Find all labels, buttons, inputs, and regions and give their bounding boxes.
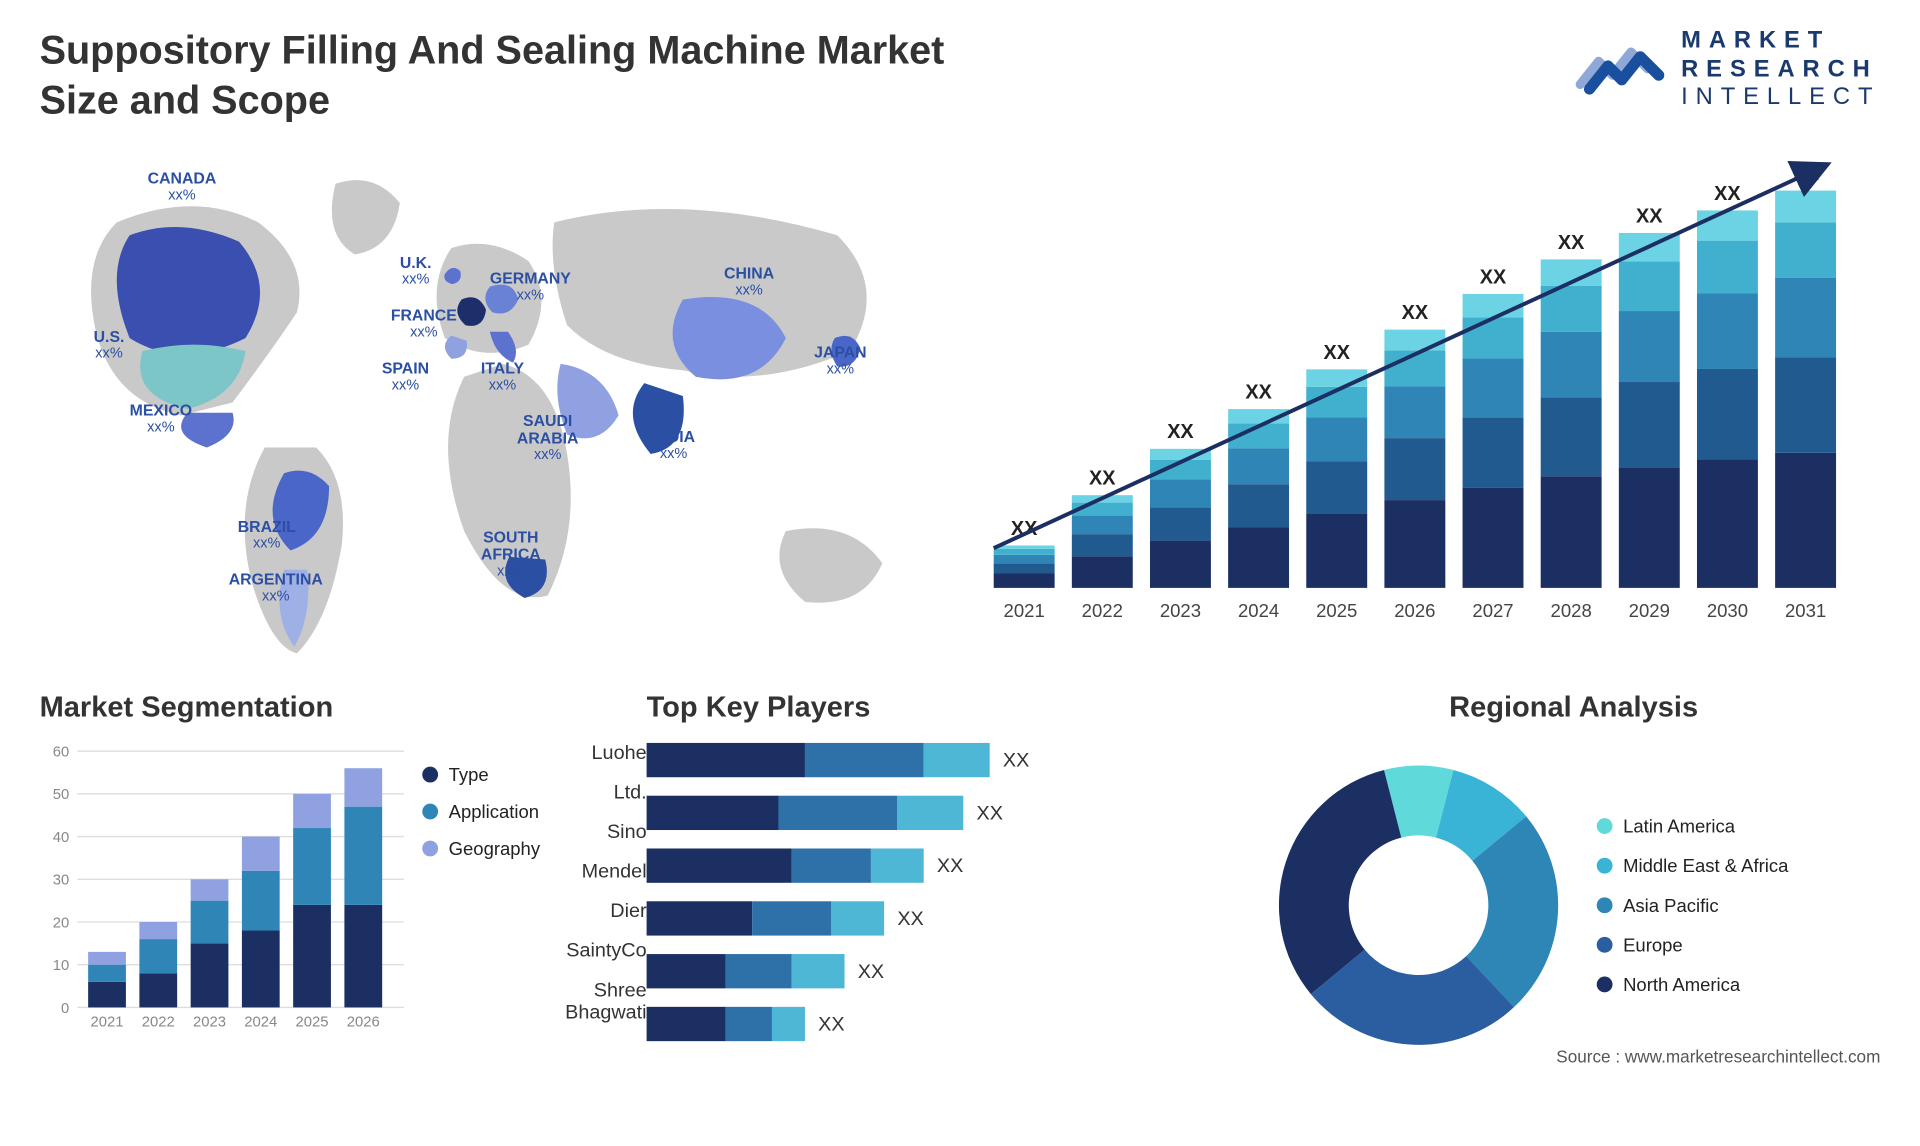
company-name: SaintyCo [515, 940, 647, 962]
svg-text:2022: 2022 [1081, 600, 1122, 621]
logo-text: MARKET RESEARCH INTELLECT [1681, 26, 1880, 111]
company-name: Shree Bhagwati [515, 980, 647, 1025]
legend-item: Latin America [1597, 816, 1789, 837]
key-players-title: Top Key Players [647, 690, 1228, 724]
regional-donut-chart [1267, 753, 1571, 1057]
legend-item: Middle East & Africa [1597, 855, 1789, 876]
svg-text:2028: 2028 [1550, 600, 1591, 621]
svg-text:2024: 2024 [244, 1014, 277, 1030]
company-name: Sino [515, 821, 647, 843]
svg-text:XX: XX [1557, 232, 1584, 254]
player-bar-row: XX [647, 896, 1228, 941]
regional-legend: Latin America Middle East & Africa Asia Pa… [1597, 816, 1789, 995]
svg-text:2021: 2021 [91, 1014, 124, 1030]
player-bar-row: XX [647, 1002, 1228, 1047]
legend-item: Asia Pacific [1597, 895, 1789, 916]
legend-item: Europe [1597, 934, 1789, 955]
player-bar-row: XX [647, 949, 1228, 994]
svg-text:2025: 2025 [296, 1014, 329, 1030]
key-players-bar-chart: XX XX XX XX XX XX [647, 738, 1228, 1073]
company-name: Ltd. [515, 781, 647, 803]
svg-text:2022: 2022 [142, 1014, 175, 1030]
segmentation-bar-chart: 0 10 20 30 40 50 60 2021 2022 2023 2024 2025 2026 [40, 738, 404, 1073]
logo-mark-icon [1576, 33, 1668, 106]
world-map: CANADAxx%U.S.xx%MEXICOxx%BRAZILxx%ARGENT… [40, 139, 941, 667]
svg-text:XX: XX [1245, 382, 1272, 404]
svg-text:XX: XX [1088, 468, 1115, 490]
regional-title: Regional Analysis [1267, 690, 1881, 724]
source-attribution: Source : www.marketresearchintellect.com [1556, 1046, 1880, 1066]
svg-text:XX: XX [1323, 342, 1350, 364]
key-players-panel: LuoheLtd.SinoMendelDierSaintyCoShree Bha… [647, 690, 1228, 1073]
svg-text:2030: 2030 [1706, 600, 1747, 621]
svg-text:2025: 2025 [1315, 600, 1356, 621]
svg-text:2027: 2027 [1472, 600, 1513, 621]
svg-text:2024: 2024 [1237, 600, 1278, 621]
company-name: Mendel [515, 860, 647, 882]
page-title: Suppository Filling And Sealing Machine … [40, 26, 964, 125]
svg-text:10: 10 [53, 958, 70, 974]
legend-item: North America [1597, 974, 1789, 995]
svg-text:2026: 2026 [347, 1014, 380, 1030]
player-bar-row: XX [647, 843, 1228, 888]
svg-text:20: 20 [53, 915, 70, 931]
svg-text:0: 0 [61, 1001, 69, 1017]
svg-text:30: 30 [53, 873, 70, 889]
svg-text:60: 60 [53, 745, 70, 761]
svg-text:50: 50 [53, 787, 70, 803]
player-bar-row: XX [647, 790, 1228, 835]
company-name: Dier [515, 900, 647, 922]
company-list: Luohe Ltd. Sino Mendel Dier SaintyCo Shree Bha… [515, 690, 647, 1033]
svg-text:2026: 2026 [1394, 600, 1435, 621]
svg-text:XX: XX [1167, 421, 1194, 443]
svg-text:XX: XX [1714, 183, 1741, 205]
svg-text:XX: XX [1401, 302, 1428, 324]
company-name: Luohe [515, 741, 647, 763]
svg-text:2031: 2031 [1784, 600, 1825, 621]
regional-panel: Regional Analysis Latin America Middle Ea… [1267, 690, 1881, 1073]
svg-text:XX: XX [1479, 266, 1506, 288]
svg-text:2029: 2029 [1628, 600, 1669, 621]
svg-text:2023: 2023 [1159, 600, 1200, 621]
svg-text:40: 40 [53, 830, 70, 846]
player-bar-row: XX [647, 738, 1228, 783]
svg-text:XX: XX [1635, 205, 1662, 227]
svg-text:2023: 2023 [193, 1014, 226, 1030]
market-size-bar-chart: XX 2021 XX 2022 XX 2023 XX 2024 XX 2025 XX 2026 XX 20… [980, 139, 1881, 667]
svg-text:2021: 2021 [1003, 600, 1044, 621]
brand-logo: MARKET RESEARCH INTELLECT [1576, 26, 1881, 111]
